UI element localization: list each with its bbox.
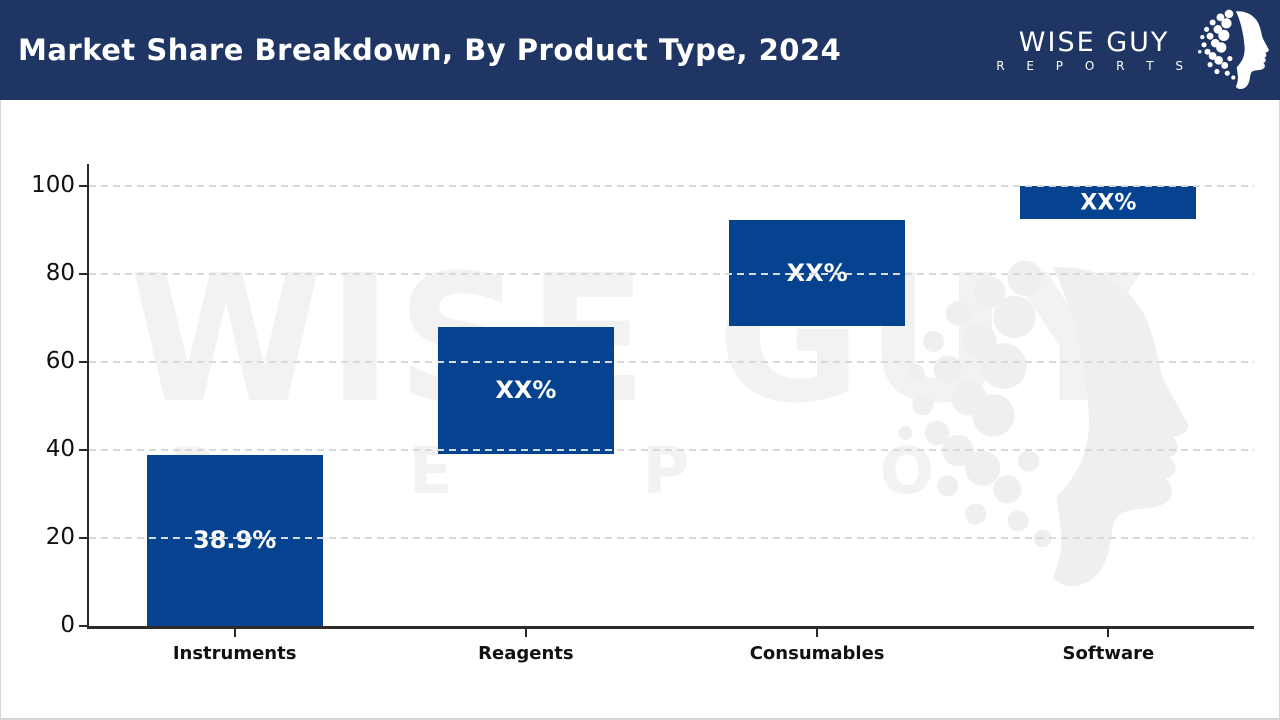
dotted-head-profile-icon (1198, 9, 1269, 90)
logo-wordmark: WISE GUY (1018, 27, 1170, 58)
bar-consumables: XX% (729, 219, 906, 326)
category-label-software: Software (1062, 643, 1155, 664)
logo-subtitle: R E P O R T S (996, 59, 1192, 73)
y-tick-label: 80 (45, 260, 75, 286)
gridline-40 (89, 449, 1254, 451)
logo-text: WISE GUY R E P O R T S (996, 27, 1192, 73)
chart-canvas: WISE GUY R E P O R T S 02040608010038.9%… (0, 100, 1280, 720)
y-tick-mark-80 (79, 273, 87, 275)
y-tick-mark-0 (79, 625, 87, 627)
bar-software: XX% (1020, 186, 1197, 219)
value-label-reagents: XX% (495, 376, 557, 405)
category-label-reagents: Reagents (478, 643, 574, 664)
page-title: Market Share Breakdown, By Product Type,… (18, 33, 842, 67)
value-label-instruments: 38.9% (192, 526, 277, 555)
category-label-instruments: Instruments (172, 643, 297, 664)
gridline-100 (89, 185, 1254, 187)
gridline-20 (89, 537, 1254, 539)
y-tick-label: 100 (31, 172, 75, 198)
x-tick-mark-consumables (816, 629, 819, 637)
y-tick-mark-100 (79, 185, 87, 187)
value-label-consumables: XX% (786, 258, 848, 287)
bar-instruments: 38.9% (146, 454, 323, 626)
y-tick-label: 40 (45, 436, 75, 462)
x-tick-mark-instruments (233, 629, 236, 637)
header-bar: Market Share Breakdown, By Product Type,… (0, 0, 1280, 100)
y-tick-label: 0 (60, 612, 75, 638)
x-tick-mark-software (1107, 629, 1110, 637)
gridline-60 (89, 361, 1254, 363)
y-tick-mark-20 (79, 537, 87, 539)
y-tick-mark-60 (79, 361, 87, 363)
wise-guy-logo: WISE GUY R E P O R T S (996, 4, 1272, 96)
bar-reagents: XX% (437, 326, 614, 454)
gridline-80 (89, 273, 1254, 275)
y-tick-mark-40 (79, 449, 87, 451)
y-tick-label: 60 (45, 348, 75, 374)
value-label-software: XX% (1080, 190, 1137, 215)
y-tick-label: 20 (45, 524, 75, 550)
x-axis-line (87, 626, 1254, 629)
y-axis-line (87, 164, 89, 629)
category-label-consumables: Consumables (749, 643, 885, 664)
x-tick-mark-reagents (524, 629, 527, 637)
